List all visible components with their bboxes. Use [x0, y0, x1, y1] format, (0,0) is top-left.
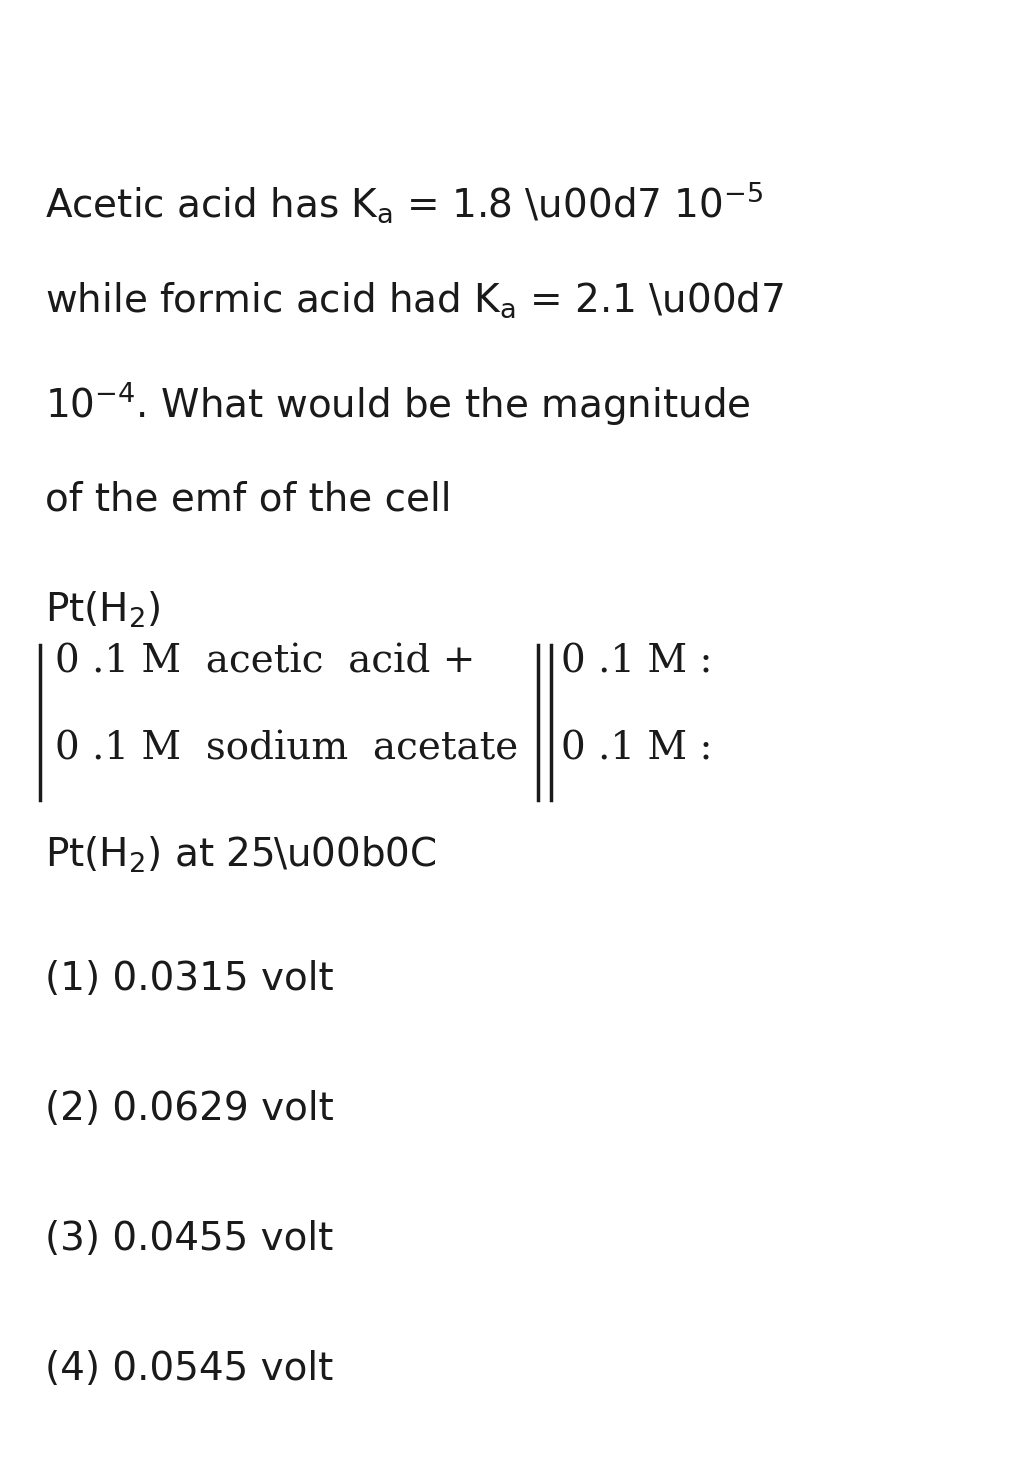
Text: 6:01: 6:01 [41, 31, 96, 50]
Text: (4) 0.0545 volt: (4) 0.0545 volt [45, 1350, 333, 1388]
Text: Vo)) LTE
LTE1 ⇅ .ill ■: Vo)) LTE LTE1 ⇅ .ill ■ [907, 25, 993, 55]
Text: of the emf of the cell: of the emf of the cell [45, 480, 452, 518]
Text: Pt(H$_2$): Pt(H$_2$) [45, 589, 161, 630]
Text: 0 .1 M  acetic  acid +: 0 .1 M acetic acid + [55, 643, 475, 680]
Text: 0 .1 M :: 0 .1 M : [561, 730, 713, 767]
Text: while formic acid had K$_\mathrm{a}$ = 2.1 \u00d7: while formic acid had K$_\mathrm{a}$ = 2… [45, 280, 784, 320]
Text: Pt(H$_2$) at 25\u00b0C: Pt(H$_2$) at 25\u00b0C [45, 835, 436, 875]
Text: 0 .1 M :: 0 .1 M : [561, 643, 713, 680]
Text: (3) 0.0455 volt: (3) 0.0455 volt [45, 1220, 333, 1258]
Text: (2) 0.0629 volt: (2) 0.0629 volt [45, 1090, 334, 1128]
Text: Acetic acid has K$_\mathrm{a}$ = 1.8 \u00d7 10$^{-5}$: Acetic acid has K$_\mathrm{a}$ = 1.8 \u0… [45, 181, 763, 225]
Text: 10$^{-4}$. What would be the magnitude: 10$^{-4}$. What would be the magnitude [45, 381, 751, 427]
Text: (1) 0.0315 volt: (1) 0.0315 volt [45, 960, 334, 998]
Text: 0 .1 M  sodium  acetate: 0 .1 M sodium acetate [55, 730, 518, 767]
